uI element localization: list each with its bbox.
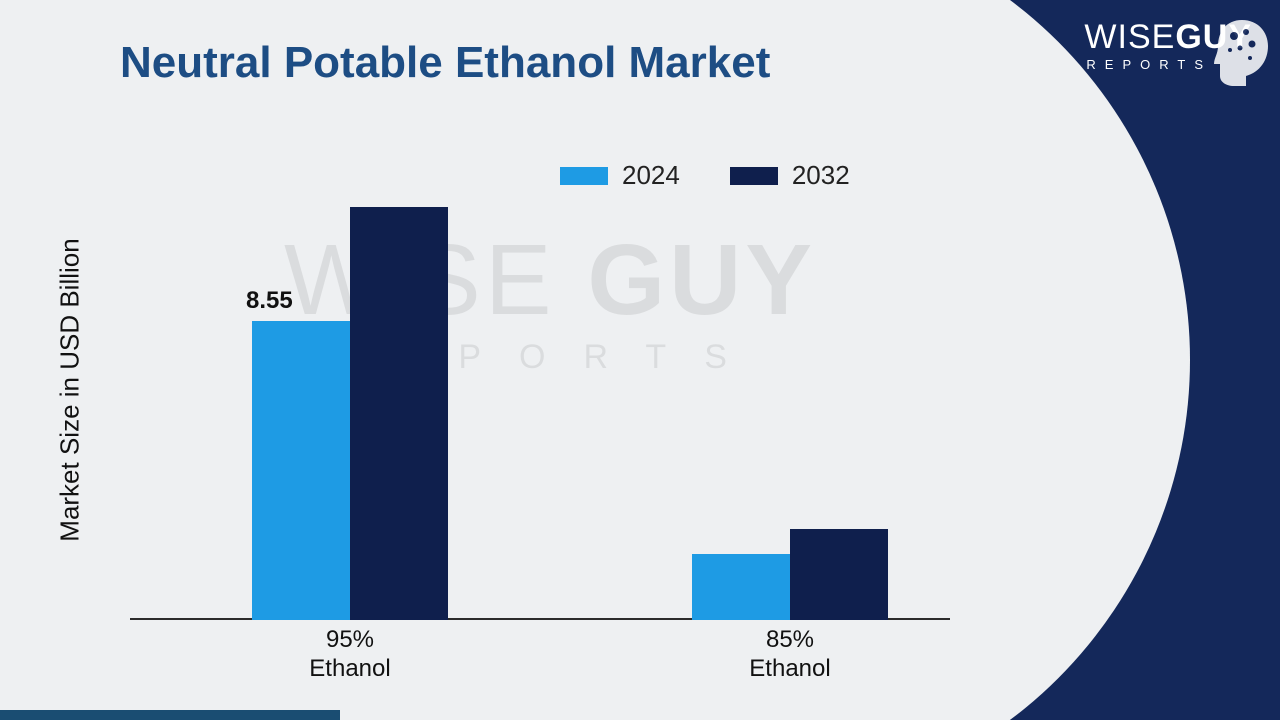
- bar-group: [252, 207, 448, 620]
- y-axis-label: Market Size in USD Billion: [55, 238, 86, 541]
- legend-swatch-2032: [730, 167, 778, 185]
- bottom-accent-bar: [0, 710, 340, 720]
- legend-item-2032: 2032: [730, 160, 850, 191]
- x-category-label: 85%Ethanol: [690, 626, 890, 684]
- plot-area: 8.5595%Ethanol85%Ethanol: [130, 200, 950, 620]
- brand-logo-wise: WISE: [1084, 18, 1175, 56]
- bar: [692, 554, 790, 621]
- bar-group: [692, 529, 888, 620]
- legend-label-2032: 2032: [792, 160, 850, 191]
- chart-title: Neutral Potable Ethanol Market: [120, 38, 770, 88]
- legend-swatch-2024: [560, 167, 608, 185]
- legend: 2024 2032: [560, 160, 850, 191]
- legend-label-2024: 2024: [622, 160, 680, 191]
- bar: [350, 207, 448, 620]
- x-category-label: 95%Ethanol: [250, 626, 450, 684]
- chart-stage: WISEGUY REPORTS Neutral Potable Ethanol …: [0, 0, 1280, 720]
- brand-head-icon: [1212, 18, 1272, 88]
- legend-item-2024: 2024: [560, 160, 680, 191]
- bar: [252, 321, 350, 620]
- bar: [790, 529, 888, 620]
